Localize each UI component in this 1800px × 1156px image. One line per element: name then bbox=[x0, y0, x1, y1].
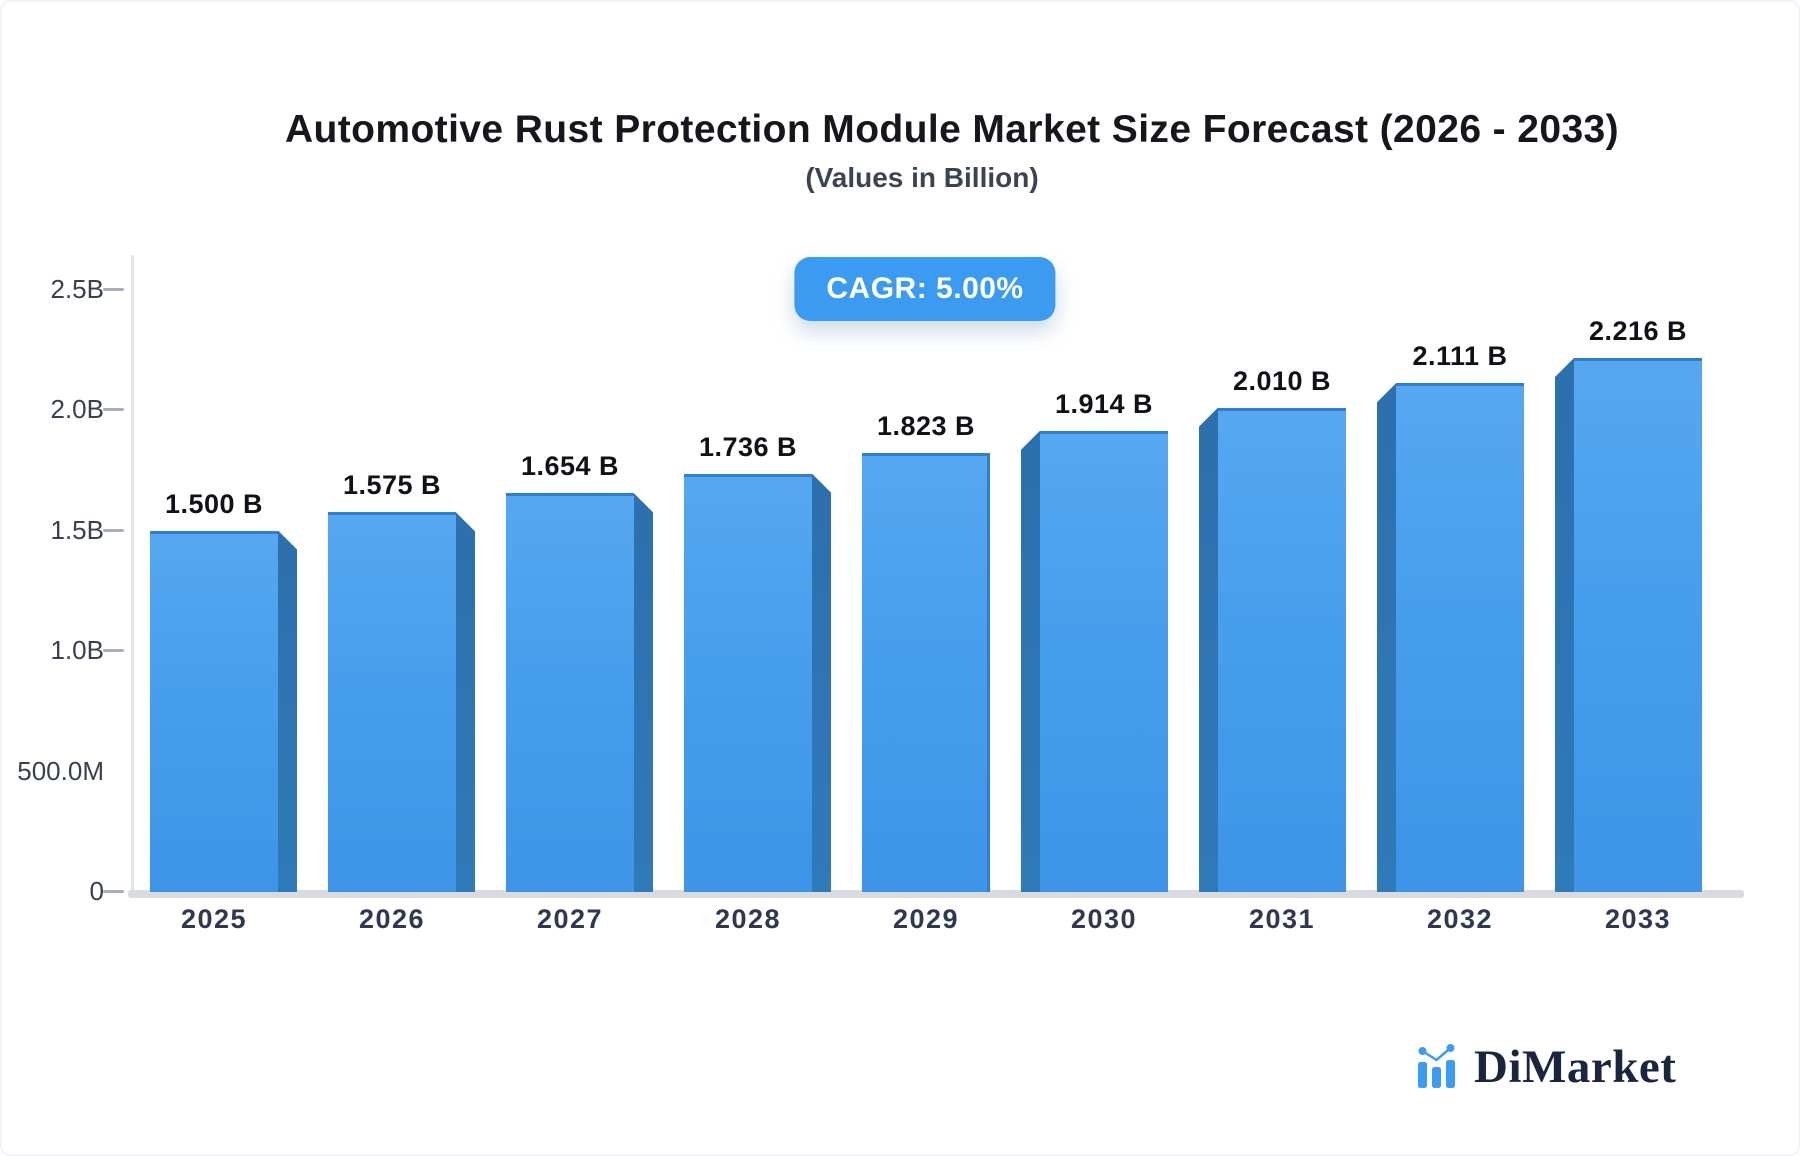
x-axis-label-2033: 2033 bbox=[1604, 904, 1672, 934]
bar-value-label: 1.500 B bbox=[164, 488, 264, 519]
dimarket-logo: DiMarket bbox=[1416, 1041, 1677, 1093]
bar-2025 bbox=[150, 530, 278, 892]
x-axis-label-2026: 2026 bbox=[358, 904, 426, 934]
bar-side-panel bbox=[1199, 407, 1218, 892]
y-tick-label: 500.0M bbox=[17, 755, 104, 786]
x-axis-baseline bbox=[128, 890, 1744, 898]
y-tick-label: 0 bbox=[89, 876, 104, 906]
bar-2028 bbox=[684, 473, 812, 892]
bar-value-label: 1.914 B bbox=[1054, 388, 1154, 419]
bar-2027 bbox=[506, 493, 634, 892]
bar-value-label: 1.575 B bbox=[342, 470, 442, 501]
bar-side-panel bbox=[456, 512, 475, 892]
bar-2033 bbox=[1574, 357, 1702, 892]
bar-2029 bbox=[862, 452, 990, 892]
y-tick-label: 2.0B bbox=[50, 394, 105, 424]
x-axis-label-2032: 2032 bbox=[1426, 904, 1494, 934]
bar-2030 bbox=[1040, 430, 1168, 892]
y-tick-label: 1.5B bbox=[50, 514, 105, 545]
x-axis-label-2030: 2030 bbox=[1070, 904, 1138, 934]
y-axis-line bbox=[131, 255, 134, 898]
bar-value-label: 2.010 B bbox=[1232, 365, 1332, 396]
y-tick-dash bbox=[103, 528, 124, 532]
bar-value-label: 1.823 B bbox=[876, 410, 976, 441]
bar-side-panel bbox=[1377, 383, 1396, 892]
bar-side-panel bbox=[812, 473, 831, 892]
y-tick-dash bbox=[103, 408, 124, 411]
bar-value-label: 1.654 B bbox=[520, 451, 620, 482]
bar-side-panel bbox=[634, 493, 653, 892]
bar-side-panel bbox=[1021, 430, 1040, 892]
x-axis-label-2028: 2028 bbox=[714, 904, 782, 934]
x-axis-label-2031: 2031 bbox=[1248, 904, 1316, 934]
y-tick-label: 2.5B bbox=[50, 273, 105, 304]
chart-subtitle: (Values in Billion) bbox=[805, 162, 1039, 193]
y-tick-dash bbox=[103, 890, 124, 893]
bar-2026 bbox=[328, 512, 456, 892]
y-tick-dash bbox=[103, 287, 124, 291]
cagr-badge: CAGR: 5.00% bbox=[794, 257, 1056, 321]
bar-2031 bbox=[1218, 407, 1346, 892]
x-axis-label-2027: 2027 bbox=[536, 904, 604, 934]
bar-2032 bbox=[1396, 383, 1524, 892]
chart-title: Automotive Rust Protection Module Market… bbox=[284, 108, 1620, 151]
x-axis-label-2025: 2025 bbox=[180, 904, 248, 934]
bar-value-label: 2.111 B bbox=[1412, 341, 1508, 372]
bar-side-panel bbox=[278, 530, 297, 892]
bar-value-label: 2.216 B bbox=[1588, 315, 1688, 346]
bar-side-panel bbox=[1555, 357, 1574, 892]
dimarket-logo-icon bbox=[1418, 1044, 1455, 1088]
y-tick-dash bbox=[103, 649, 124, 652]
x-axis-label-2029: 2029 bbox=[892, 904, 960, 934]
bar-value-label: 1.736 B bbox=[698, 431, 798, 462]
y-tick-label: 1.0B bbox=[50, 635, 105, 665]
dimarket-logo-text: DiMarket bbox=[1474, 1041, 1677, 1093]
